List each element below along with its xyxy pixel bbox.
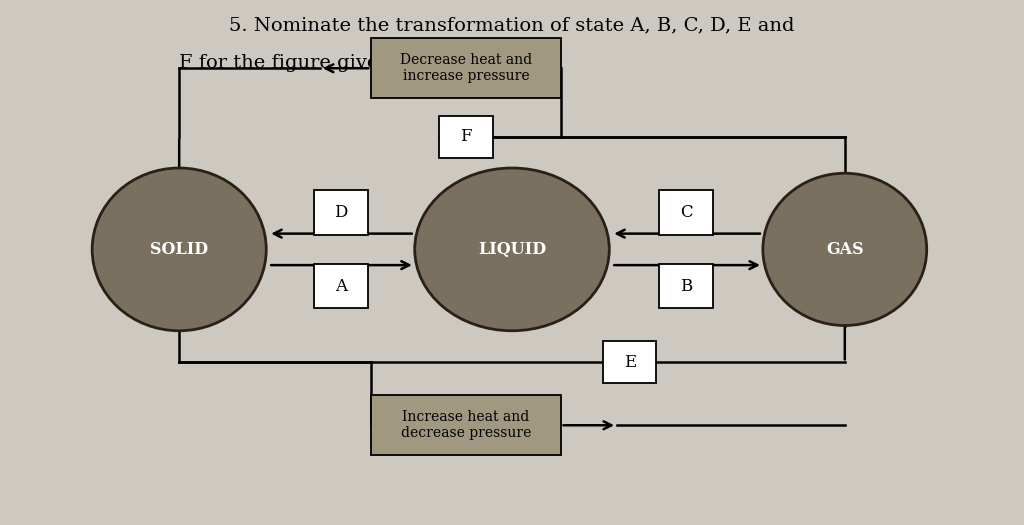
Text: SOLID: SOLID xyxy=(151,241,208,258)
Text: B: B xyxy=(680,278,692,295)
FancyBboxPatch shape xyxy=(603,341,656,383)
Ellipse shape xyxy=(763,173,927,326)
Text: 5. Nominate the transformation of state A, B, C, D, E and: 5. Nominate the transformation of state … xyxy=(229,17,795,35)
Text: E: E xyxy=(624,354,636,371)
FancyBboxPatch shape xyxy=(659,264,713,308)
Text: C: C xyxy=(680,204,692,221)
Text: A: A xyxy=(335,278,347,295)
Ellipse shape xyxy=(415,168,609,331)
FancyBboxPatch shape xyxy=(439,116,493,158)
Text: Increase heat and
decrease pressure: Increase heat and decrease pressure xyxy=(400,410,531,440)
FancyBboxPatch shape xyxy=(314,191,368,235)
Text: GAS: GAS xyxy=(826,241,863,258)
FancyBboxPatch shape xyxy=(659,191,713,235)
FancyBboxPatch shape xyxy=(372,38,561,99)
FancyBboxPatch shape xyxy=(372,395,561,455)
Text: Decrease heat and
increase pressure: Decrease heat and increase pressure xyxy=(399,53,532,83)
Text: F for the figure given below :: F for the figure given below : xyxy=(179,54,469,71)
Ellipse shape xyxy=(92,168,266,331)
Text: D: D xyxy=(334,204,348,221)
FancyBboxPatch shape xyxy=(314,264,368,308)
Text: LIQUID: LIQUID xyxy=(478,241,546,258)
Text: F: F xyxy=(460,128,472,145)
